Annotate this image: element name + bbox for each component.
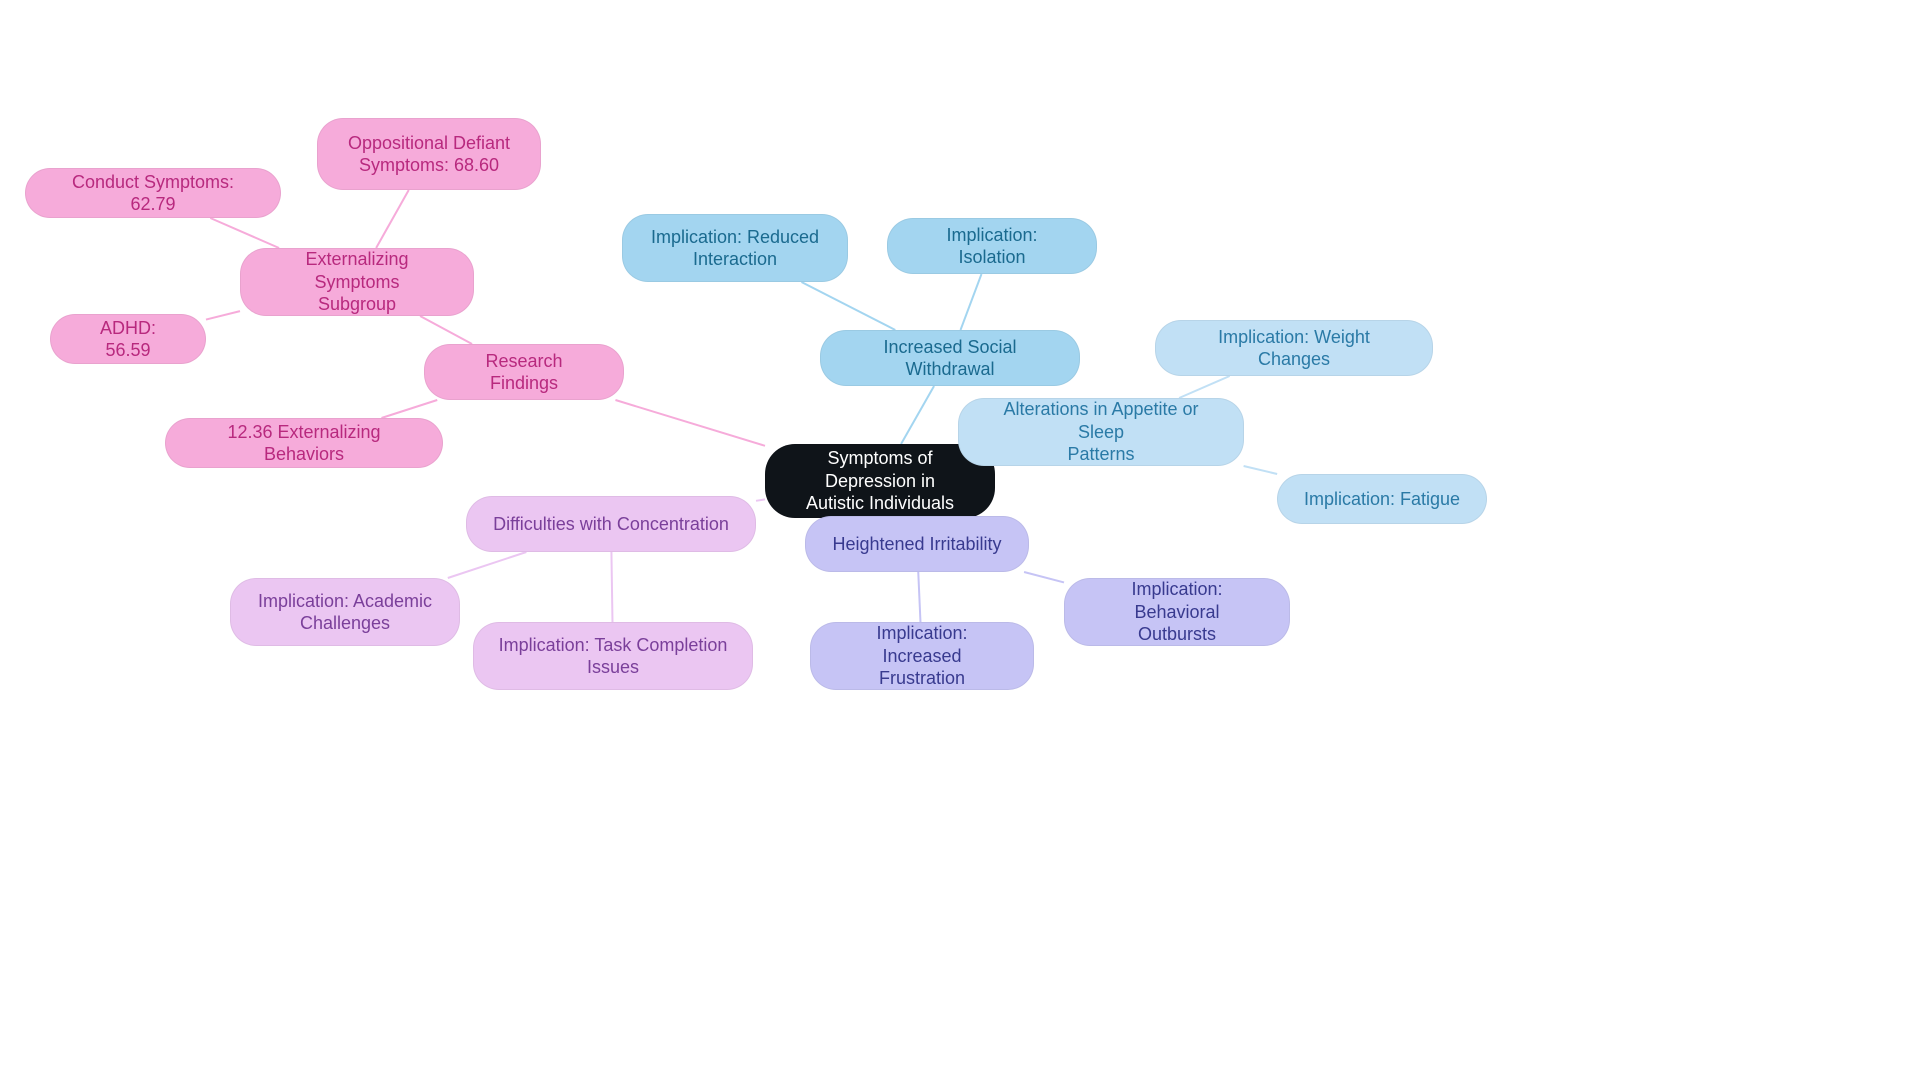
mindmap-edge [206, 311, 240, 319]
mindmap-node-label: Implication: AcademicChallenges [258, 590, 432, 635]
mindmap-node-label: Implication: Fatigue [1304, 488, 1460, 511]
mindmap-node-res_adhd: ADHD: 56.59 [50, 314, 206, 364]
mindmap-node-res_ext12: 12.36 Externalizing Behaviors [165, 418, 443, 468]
mindmap-node-appetite_weight: Implication: Weight Changes [1155, 320, 1433, 376]
mindmap-node-label: Oppositional DefiantSymptoms: 68.60 [348, 132, 510, 177]
mindmap-node-irrit_frust: Implication: IncreasedFrustration [810, 622, 1034, 690]
mindmap-node-irrit: Heightened Irritability [805, 516, 1029, 572]
mindmap-node-label: ADHD: 56.59 [75, 317, 181, 362]
mindmap-node-conc: Difficulties with Concentration [466, 496, 756, 552]
mindmap-node-label: Implication: Task CompletionIssues [499, 634, 728, 679]
mindmap-node-label: Conduct Symptoms: 62.79 [50, 171, 256, 216]
mindmap-node-label: Alterations in Appetite or SleepPatterns [983, 398, 1219, 466]
mindmap-edge [901, 386, 934, 444]
mindmap-node-root: Symptoms of Depression inAutistic Indivi… [765, 444, 995, 518]
mindmap-edge [448, 552, 527, 578]
mindmap-edge [376, 190, 409, 248]
mindmap-node-label: Externalizing SymptomsSubgroup [265, 248, 449, 316]
mindmap-node-appetite: Alterations in Appetite or SleepPatterns [958, 398, 1244, 466]
mindmap-node-social_isolation: Implication: Isolation [887, 218, 1097, 274]
mindmap-node-conc_task: Implication: Task CompletionIssues [473, 622, 753, 690]
mindmap-node-label: Implication: ReducedInteraction [651, 226, 819, 271]
mindmap-node-social_reduced: Implication: ReducedInteraction [622, 214, 848, 282]
mindmap-node-label: Implication: IncreasedFrustration [835, 622, 1009, 690]
mindmap-edge [615, 400, 765, 446]
mindmap-edge [381, 400, 437, 418]
mindmap-node-social: Increased Social Withdrawal [820, 330, 1080, 386]
mindmap-node-label: Difficulties with Concentration [493, 513, 729, 536]
mindmap-edge [1244, 466, 1278, 474]
mindmap-node-irrit_outburst: Implication: BehavioralOutbursts [1064, 578, 1290, 646]
mindmap-node-label: 12.36 Externalizing Behaviors [190, 421, 418, 466]
mindmap-edge [801, 282, 895, 330]
mindmap-node-label: Implication: BehavioralOutbursts [1089, 578, 1265, 646]
mindmap-edge [1024, 572, 1064, 582]
mindmap-node-label: Symptoms of Depression inAutistic Indivi… [790, 447, 970, 515]
mindmap-edge [1179, 376, 1230, 398]
mindmap-node-label: Implication: Isolation [912, 224, 1072, 269]
mindmap-edge [961, 274, 982, 330]
mindmap-node-res_subgroup: Externalizing SymptomsSubgroup [240, 248, 474, 316]
mindmap-node-res_opp: Oppositional DefiantSymptoms: 68.60 [317, 118, 541, 190]
mindmap-node-label: Heightened Irritability [832, 533, 1001, 556]
mindmap-node-label: Research Findings [449, 350, 599, 395]
mindmap-node-conc_academic: Implication: AcademicChallenges [230, 578, 460, 646]
mindmap-edge [210, 218, 279, 248]
mindmap-edge [918, 572, 920, 622]
mindmap-node-research: Research Findings [424, 344, 624, 400]
mindmap-node-res_conduct: Conduct Symptoms: 62.79 [25, 168, 281, 218]
mindmap-edge [756, 499, 765, 500]
mindmap-edge [611, 552, 612, 622]
mindmap-edge [420, 316, 472, 344]
mindmap-node-appetite_fatigue: Implication: Fatigue [1277, 474, 1487, 524]
mindmap-node-label: Increased Social Withdrawal [845, 336, 1055, 381]
mindmap-node-label: Implication: Weight Changes [1180, 326, 1408, 371]
